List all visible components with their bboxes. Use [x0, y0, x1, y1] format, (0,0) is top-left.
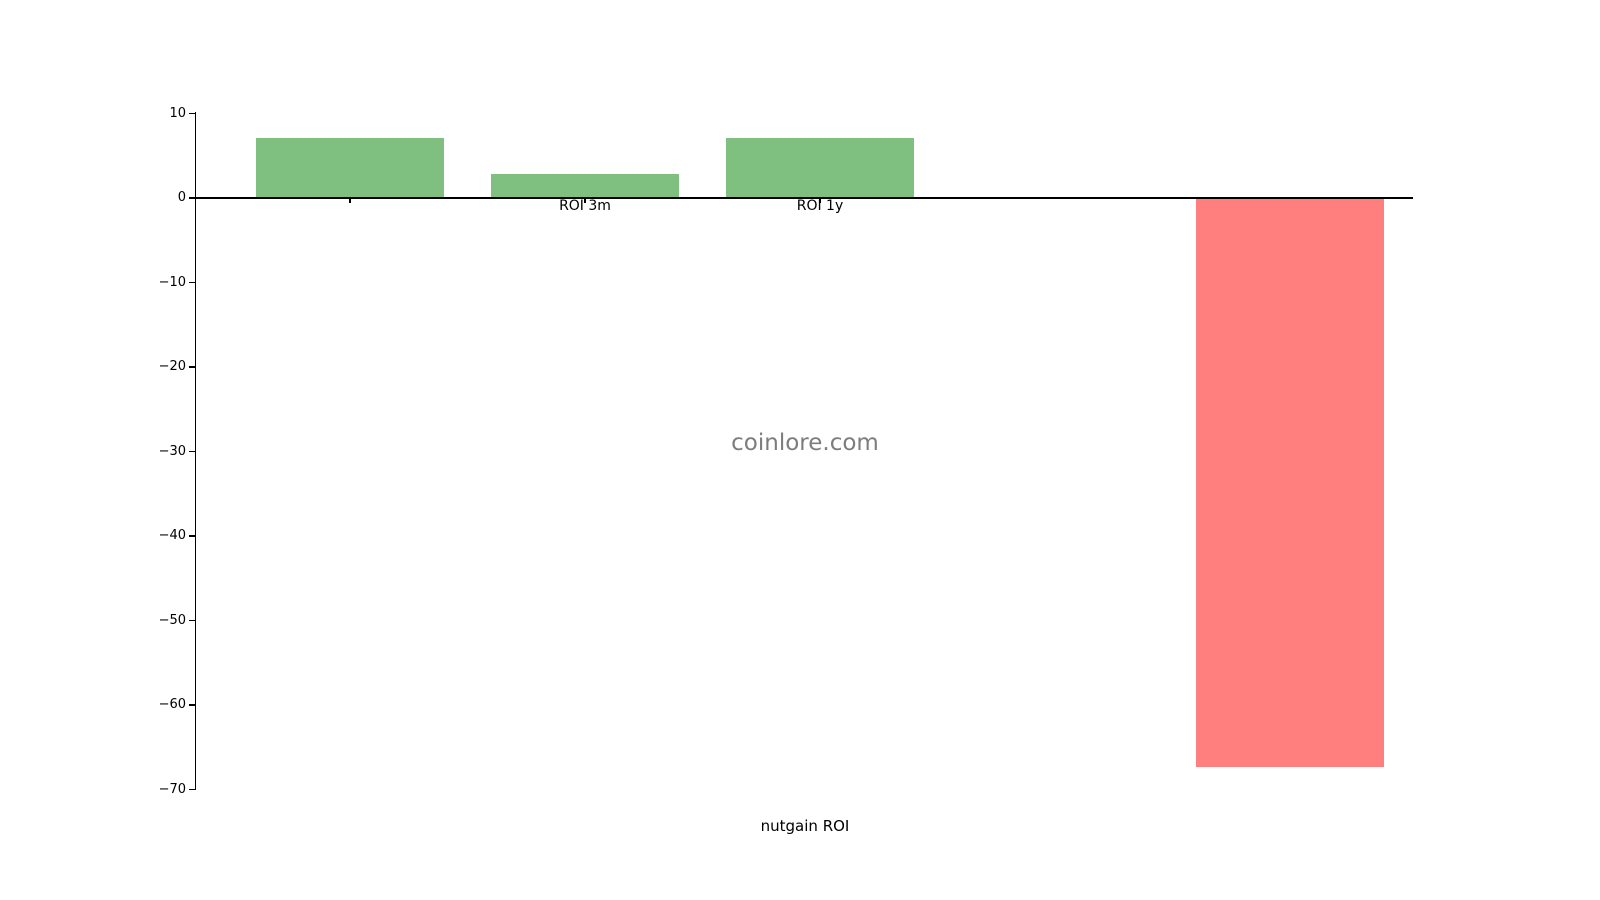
y-tick-label: −70: [158, 781, 186, 797]
y-tick-mark: [188, 535, 195, 537]
y-tick-mark: [188, 197, 195, 199]
y-tick-label: −20: [158, 359, 186, 375]
y-tick-mark: [188, 450, 195, 453]
bar-roi-1y: [726, 138, 914, 198]
y-tick-label: 10: [169, 105, 186, 121]
x-axis-line: [196, 197, 1413, 199]
y-tick-mark: [188, 112, 195, 115]
y-tick-label: −10: [158, 274, 186, 290]
y-tick-mark: [188, 788, 195, 791]
y-tick-label: 0: [177, 190, 186, 206]
bar-slot-0: [256, 138, 444, 198]
y-tick-mark: [188, 366, 195, 368]
y-tick-label: −40: [158, 528, 186, 544]
x-tick-mark: [349, 198, 351, 204]
bar-slot-4: [1196, 198, 1384, 768]
x-axis-title: nutgain ROI: [760, 817, 850, 835]
watermark-text: coinlore.com: [731, 430, 879, 456]
x-tick-label: ROI 1y: [796, 197, 844, 214]
y-tick-label: −60: [158, 697, 186, 713]
x-tick-label: ROI 3m: [559, 197, 611, 214]
x-tick-mark: [819, 198, 821, 204]
y-tick-mark: [188, 704, 195, 706]
y-tick-label: −30: [158, 443, 186, 459]
bar-roi-3m: [491, 173, 679, 198]
y-axis-line: [194, 111, 196, 790]
y-tick-label: −50: [158, 612, 186, 628]
x-tick-mark: [584, 198, 586, 204]
y-tick-mark: [188, 619, 195, 622]
y-tick-mark: [188, 281, 195, 284]
